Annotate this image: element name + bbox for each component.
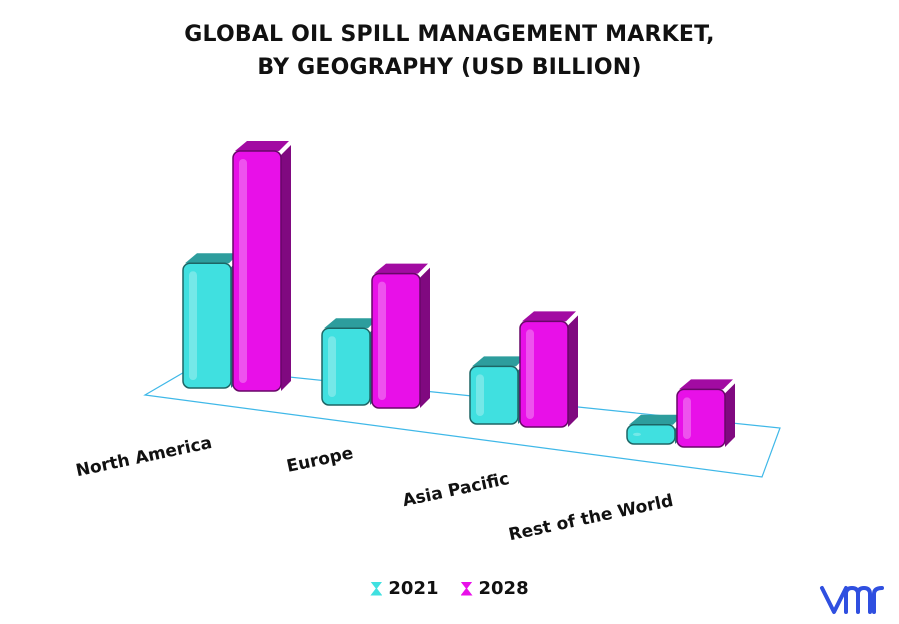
vmr-logo-icon	[820, 585, 884, 614]
bar-side-face	[281, 145, 291, 391]
bar-north-america-2028	[232, 141, 291, 392]
chart-floor	[143, 366, 781, 478]
bar-front-face	[469, 365, 519, 425]
bar-side-face	[420, 267, 430, 408]
bar-europe-2028	[371, 263, 430, 409]
bar-top-face	[629, 414, 683, 425]
bar-top-face	[324, 318, 378, 329]
bar-highlight	[328, 336, 336, 397]
bar-highlight	[633, 432, 641, 436]
legend-item-2028: 2028	[460, 578, 529, 599]
bar-side-face	[568, 315, 578, 427]
chart-title: GLOBAL OIL SPILL MANAGEMENT MARKET, BY G…	[0, 18, 899, 84]
bar-highlight	[476, 374, 484, 416]
bar-front-face	[519, 320, 569, 428]
bar-asia-pacific-2028	[519, 311, 578, 428]
bar-top-face	[679, 379, 733, 390]
legend: 2021 2028	[0, 578, 899, 599]
bar-top-face	[185, 253, 239, 264]
bar-highlight	[239, 159, 247, 383]
legend-item-2021: 2021	[370, 578, 439, 599]
legend-swatch-2021	[370, 581, 383, 596]
bar-front-face	[232, 150, 282, 392]
bar-rest-of-the-world-2028	[676, 379, 735, 448]
bar-front-face	[626, 424, 676, 445]
bar-top-face	[374, 263, 428, 274]
category-label-north-america: North America	[74, 433, 214, 481]
bar-highlight	[378, 281, 386, 400]
bar-front-face	[182, 262, 232, 389]
category-label-europe: Europe	[285, 443, 355, 477]
category-label-asia-pacific: Asia Pacific	[401, 469, 511, 511]
bar-highlight	[526, 329, 534, 419]
bar-highlight	[683, 397, 691, 439]
legend-label-2028: 2028	[478, 578, 529, 599]
category-label-rest-of-the-world: Rest of the World	[507, 491, 675, 545]
bar-front-face	[371, 272, 421, 409]
bar-side-face	[725, 383, 735, 447]
legend-label-2021: 2021	[388, 578, 439, 599]
bar-front-face	[321, 327, 371, 406]
chart-title-line-1: GLOBAL OIL SPILL MANAGEMENT MARKET,	[184, 22, 715, 47]
bar-front-face	[676, 388, 726, 448]
bar-top-face	[472, 356, 526, 367]
legend-swatch-2028	[460, 581, 473, 596]
chart-title-line-2: BY GEOGRAPHY (USD BILLION)	[257, 55, 642, 80]
bar-highlight	[189, 271, 197, 380]
bar-top-face	[235, 141, 289, 151]
bar-top-face	[522, 311, 576, 322]
